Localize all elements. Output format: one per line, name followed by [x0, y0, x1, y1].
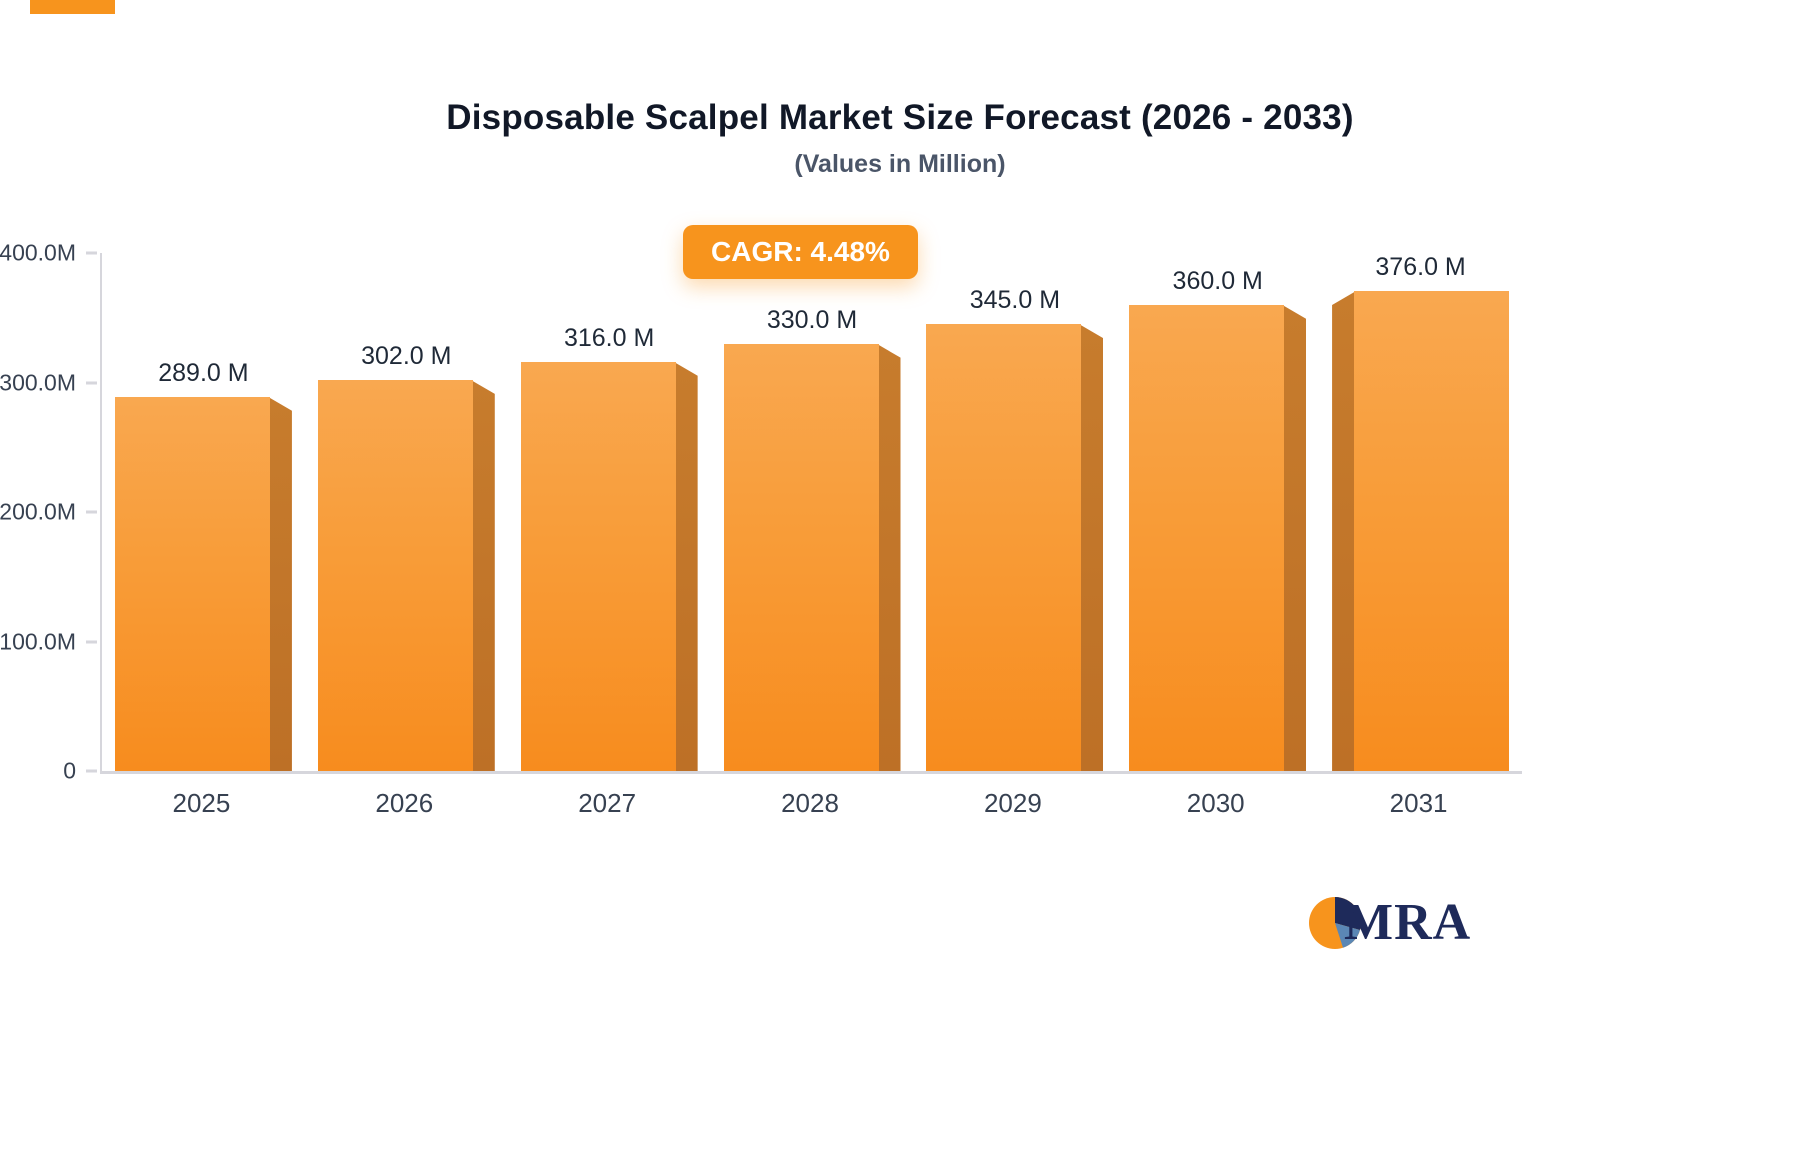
- y-tick-mark: [86, 769, 97, 773]
- y-tick-label: 300.0M: [0, 369, 76, 395]
- brand-logo: MRA: [1306, 893, 1471, 952]
- y-tick-mark: [86, 510, 97, 514]
- bar-slot: 330.0 M: [711, 253, 914, 771]
- bar-front-face: [1354, 291, 1510, 771]
- bar-2025: [114, 396, 292, 771]
- bar-2030: [1129, 304, 1307, 771]
- bar-front-face: [317, 379, 473, 771]
- bar-3d-side: [673, 361, 698, 771]
- x-axis-labels: 2025 2026 2027 2028 2029 2030 2031: [100, 788, 1520, 819]
- bar-value-label: 289.0 M: [158, 358, 249, 387]
- top-left-accent-bar: [30, 0, 115, 14]
- x-axis-label: 2031: [1389, 788, 1448, 818]
- bar-value-label: 302.0 M: [361, 341, 452, 370]
- chart-subtitle: (Values in Million): [794, 150, 1006, 178]
- y-tick-label: 200.0M: [0, 498, 76, 525]
- bar-2028: [723, 343, 901, 771]
- logo-pie-icon: [1309, 896, 1361, 949]
- bar-3d-side: [1282, 304, 1307, 771]
- bar-3d-side: [1332, 291, 1357, 771]
- logo-text: MRA: [1344, 894, 1472, 951]
- y-tick-mark: [86, 251, 97, 255]
- bar-value-label: 345.0 M: [969, 286, 1061, 315]
- bar-front-face: [926, 324, 1082, 771]
- chart-title: Disposable Scalpel Market Size Forecast …: [446, 98, 1354, 137]
- bar-2027: [520, 361, 698, 771]
- bar-2029: [926, 324, 1104, 771]
- bar-front-face: [723, 343, 879, 771]
- x-axis-label: 2028: [781, 788, 839, 818]
- bar-value-label: 360.0 M: [1172, 266, 1263, 295]
- x-axis-label: 2027: [578, 788, 637, 818]
- x-axis-label: 2029: [983, 788, 1042, 818]
- bar-front-face: [520, 361, 676, 771]
- bar-value-label: 330.0 M: [766, 305, 858, 334]
- bar-3d-side: [470, 379, 495, 771]
- x-axis-label: 2026: [375, 788, 434, 818]
- bar-slot: 360.0 M: [1116, 253, 1319, 771]
- bar-front-face: [114, 396, 270, 771]
- y-tick-label: 0: [63, 757, 76, 784]
- y-tick-label: 100.0M: [0, 628, 76, 654]
- bar-slot: 289.0 M: [102, 253, 305, 771]
- bar-front-face: [1129, 304, 1285, 771]
- y-tick-mark: [86, 640, 97, 643]
- bar-value-label: 376.0 M: [1375, 253, 1466, 281]
- bar-value-label: 316.0 M: [563, 323, 655, 352]
- bars-row: 289.0 M 302.0 M 316.0 M 330.0 M 345.0 M 360.0…: [102, 253, 1522, 771]
- y-tick-mark: [86, 381, 97, 384]
- bar-2031: [1332, 291, 1510, 771]
- bar-slot: 345.0 M: [913, 253, 1116, 771]
- y-tick-label: 400.0M: [0, 239, 76, 266]
- x-axis-label: 2025: [172, 788, 231, 818]
- bar-slot: 302.0 M: [305, 253, 508, 771]
- bar-3d-side: [876, 343, 901, 771]
- plot-area: 289.0 M 302.0 M 316.0 M 330.0 M 345.0 M 360.0…: [0, 240, 1522, 784]
- bar-3d-side: [1079, 324, 1104, 771]
- bar-3d-side: [267, 396, 292, 771]
- bar-2026: [317, 379, 495, 771]
- x-axis-label: 2030: [1186, 788, 1245, 818]
- cagr-badge: CAGR: 4.48%: [683, 225, 918, 279]
- bar-slot: 316.0 M: [508, 253, 711, 771]
- bar-slot: 376.0 M: [1319, 253, 1522, 771]
